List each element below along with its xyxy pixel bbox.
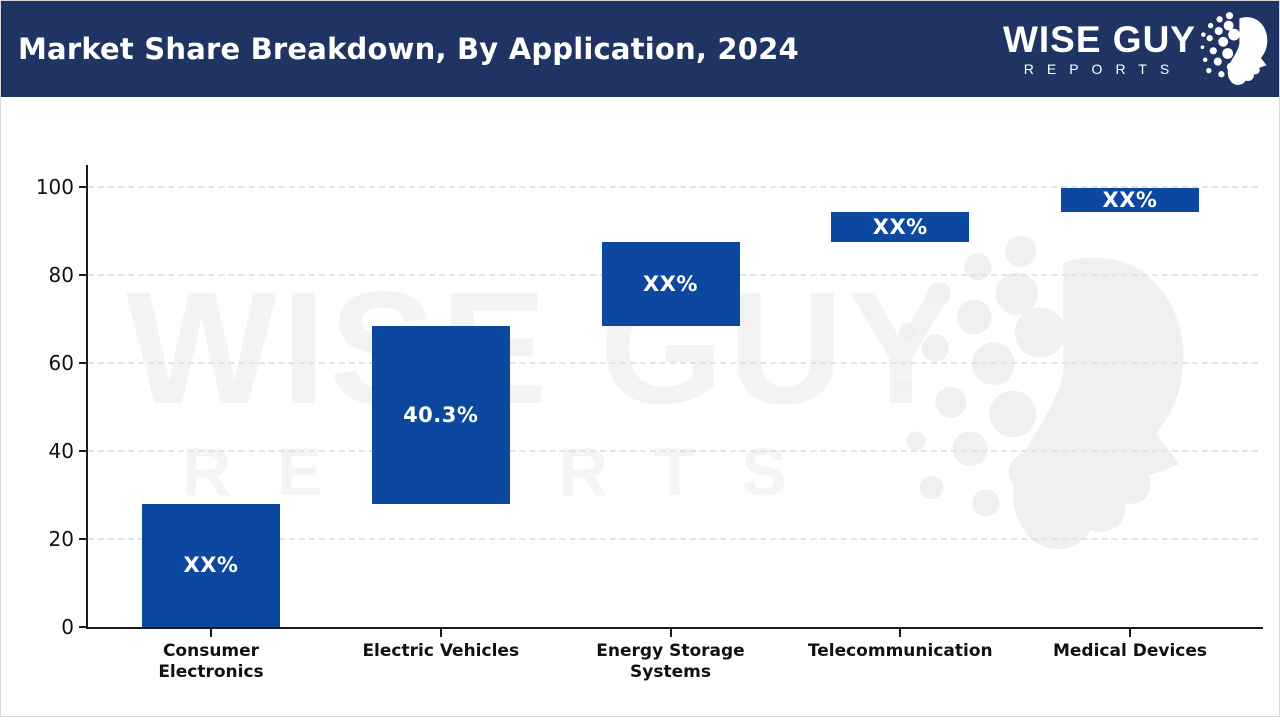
bar-value-label: XX% <box>643 272 698 297</box>
y-tick-label: 80 <box>48 263 74 287</box>
brand-logo-text: WISE GUY REPORTS <box>1003 21 1196 77</box>
y-tick-mark <box>79 450 87 452</box>
brand-logo: WISE GUY REPORTS <box>1003 9 1270 89</box>
x-tick-mark <box>899 629 902 637</box>
bar-value-label: 40.3% <box>403 403 479 428</box>
brand-subname: REPORTS <box>1023 60 1183 77</box>
bar-5: XX% <box>1061 187 1199 213</box>
y-axis-line <box>86 165 88 629</box>
x-axis-line <box>86 627 1263 629</box>
y-tick-mark <box>79 538 87 540</box>
gridline <box>88 450 1258 452</box>
brand-face-icon <box>1198 9 1270 89</box>
bar-1: XX% <box>142 503 280 627</box>
bar-value-label: XX% <box>872 215 928 240</box>
bar-value-label: XX% <box>1102 187 1158 212</box>
watermark-text-1: WISE GUY <box>126 258 959 437</box>
y-tick-label: 60 <box>48 351 74 375</box>
gridline <box>88 538 1258 540</box>
plot-area: XX% 40.3% XX% XX% XX% <box>88 165 1258 627</box>
gridline <box>88 186 1258 188</box>
y-tick-mark <box>79 362 87 364</box>
bar-value-label: XX% <box>183 553 239 578</box>
y-tick-label: 40 <box>48 439 74 463</box>
brand-name: WISE GUY <box>1002 18 1196 60</box>
page-title: Market Share Breakdown, By Application, … <box>18 31 799 66</box>
bar-2: 40.3% <box>371 326 510 504</box>
y-tick-label: 100 <box>35 175 74 199</box>
y-tick-label: 20 <box>48 527 74 551</box>
x-category-label: Electric Vehicles <box>362 641 520 661</box>
x-tick-mark <box>210 629 212 637</box>
x-category-label: Telecommunication <box>807 641 993 661</box>
x-tick-mark <box>1129 629 1131 637</box>
bar-3: XX% <box>601 242 740 327</box>
y-tick-label: 0 <box>61 615 74 639</box>
y-tick-mark <box>79 274 87 276</box>
bar-4: XX% <box>831 212 970 242</box>
x-category-label: Energy Storage Systems <box>596 641 745 682</box>
gridline <box>88 362 1258 364</box>
x-tick-mark <box>439 629 442 637</box>
x-tick-mark <box>669 629 672 637</box>
y-tick-mark <box>79 626 87 628</box>
header-bar: Market Share Breakdown, By Application, … <box>0 0 1280 97</box>
x-category-label: Medical Devices <box>1052 641 1207 661</box>
x-category-label: Consumer Electronics <box>158 641 264 682</box>
y-tick-mark <box>79 186 87 188</box>
